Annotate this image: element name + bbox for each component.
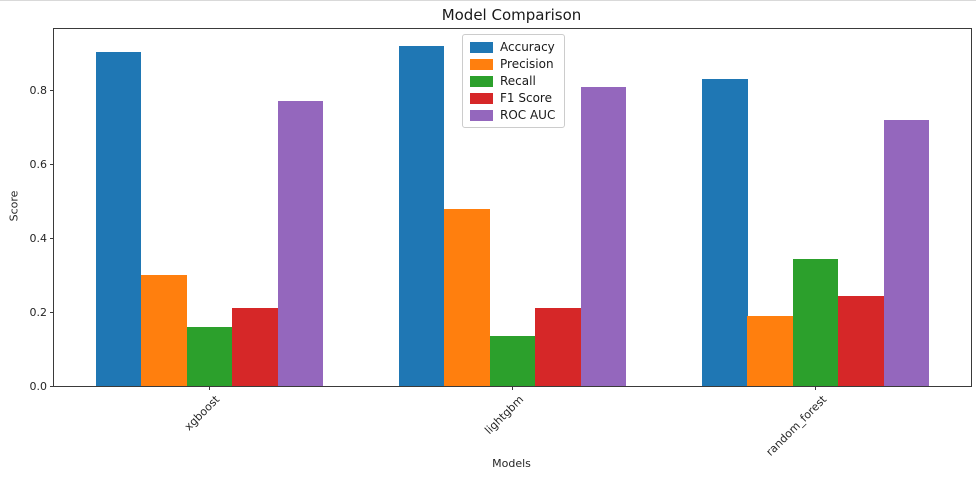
x-tick-mark: [208, 386, 210, 390]
y-tick-label: 0.0: [29, 379, 48, 393]
legend-entry-accuracy: Accuracy: [470, 40, 555, 54]
bar-recall-lightgbm: [489, 336, 536, 386]
x-tick-label-random_forest: random_forest: [763, 393, 829, 459]
legend-label: Accuracy: [500, 40, 555, 54]
bar-recall-xgboost: [186, 326, 233, 386]
legend-swatch: [470, 109, 493, 121]
legend-entry-roc-auc: ROC AUC: [470, 108, 555, 122]
legend-label: ROC AUC: [500, 108, 556, 122]
y-tick-mark: [50, 163, 54, 165]
bar-precision-xgboost: [141, 275, 187, 386]
chart-title: Model Comparison: [441, 6, 582, 24]
legend-swatch: [470, 75, 493, 87]
bar-roc-auc-lightgbm: [580, 86, 627, 386]
x-tick-label-lightgbm: lightgbm: [481, 393, 526, 437]
legend: Accuracy Precision Recall F1 Score ROC AUC: [462, 34, 566, 128]
y-tick-mark: [50, 89, 54, 91]
y-tick-label: 0.8: [29, 83, 48, 97]
x-tick-mark: [815, 386, 817, 390]
x-axis-label: Models: [492, 457, 531, 470]
bar-recall-random_forest: [792, 258, 839, 386]
x-tick-mark: [512, 386, 513, 390]
y-tick-label: 0.6: [29, 157, 48, 171]
legend-swatch: [470, 58, 493, 70]
legend-swatch: [470, 41, 493, 53]
x-tick-label-xgboost: xgboost: [182, 393, 223, 434]
y-tick-mark: [50, 237, 54, 239]
bar-accuracy-random_forest: [702, 79, 748, 386]
y-axis-label: Score: [7, 190, 21, 222]
legend-label: Recall: [500, 74, 536, 88]
legend-entry-f1-score: F1 Score: [470, 91, 555, 105]
bar-f1-score-random_forest: [838, 295, 884, 386]
bar-precision-random_forest: [747, 315, 793, 386]
legend-entry-recall: Recall: [470, 74, 555, 88]
y-tick-mark: [50, 385, 54, 387]
bar-roc-auc-xgboost: [277, 101, 324, 386]
bar-f1-score-xgboost: [232, 308, 278, 386]
legend-entry-precision: Precision: [470, 57, 555, 71]
y-tick-label: 0.4: [29, 231, 48, 245]
legend-label: F1 Score: [500, 91, 552, 105]
bar-roc-auc-random_forest: [883, 119, 930, 386]
y-tick-label: 0.2: [29, 305, 48, 319]
y-tick-mark: [50, 311, 54, 313]
bar-precision-lightgbm: [444, 208, 490, 386]
legend-swatch: [470, 92, 493, 104]
legend-label: Precision: [500, 57, 554, 71]
bar-f1-score-lightgbm: [535, 308, 581, 386]
plot-area: 0.0 0.2 0.4 0.6 0.8 xgboost lightgbm random_fo…: [30, 28, 972, 459]
bar-accuracy-xgboost: [95, 51, 142, 386]
bar-accuracy-lightgbm: [398, 46, 445, 386]
